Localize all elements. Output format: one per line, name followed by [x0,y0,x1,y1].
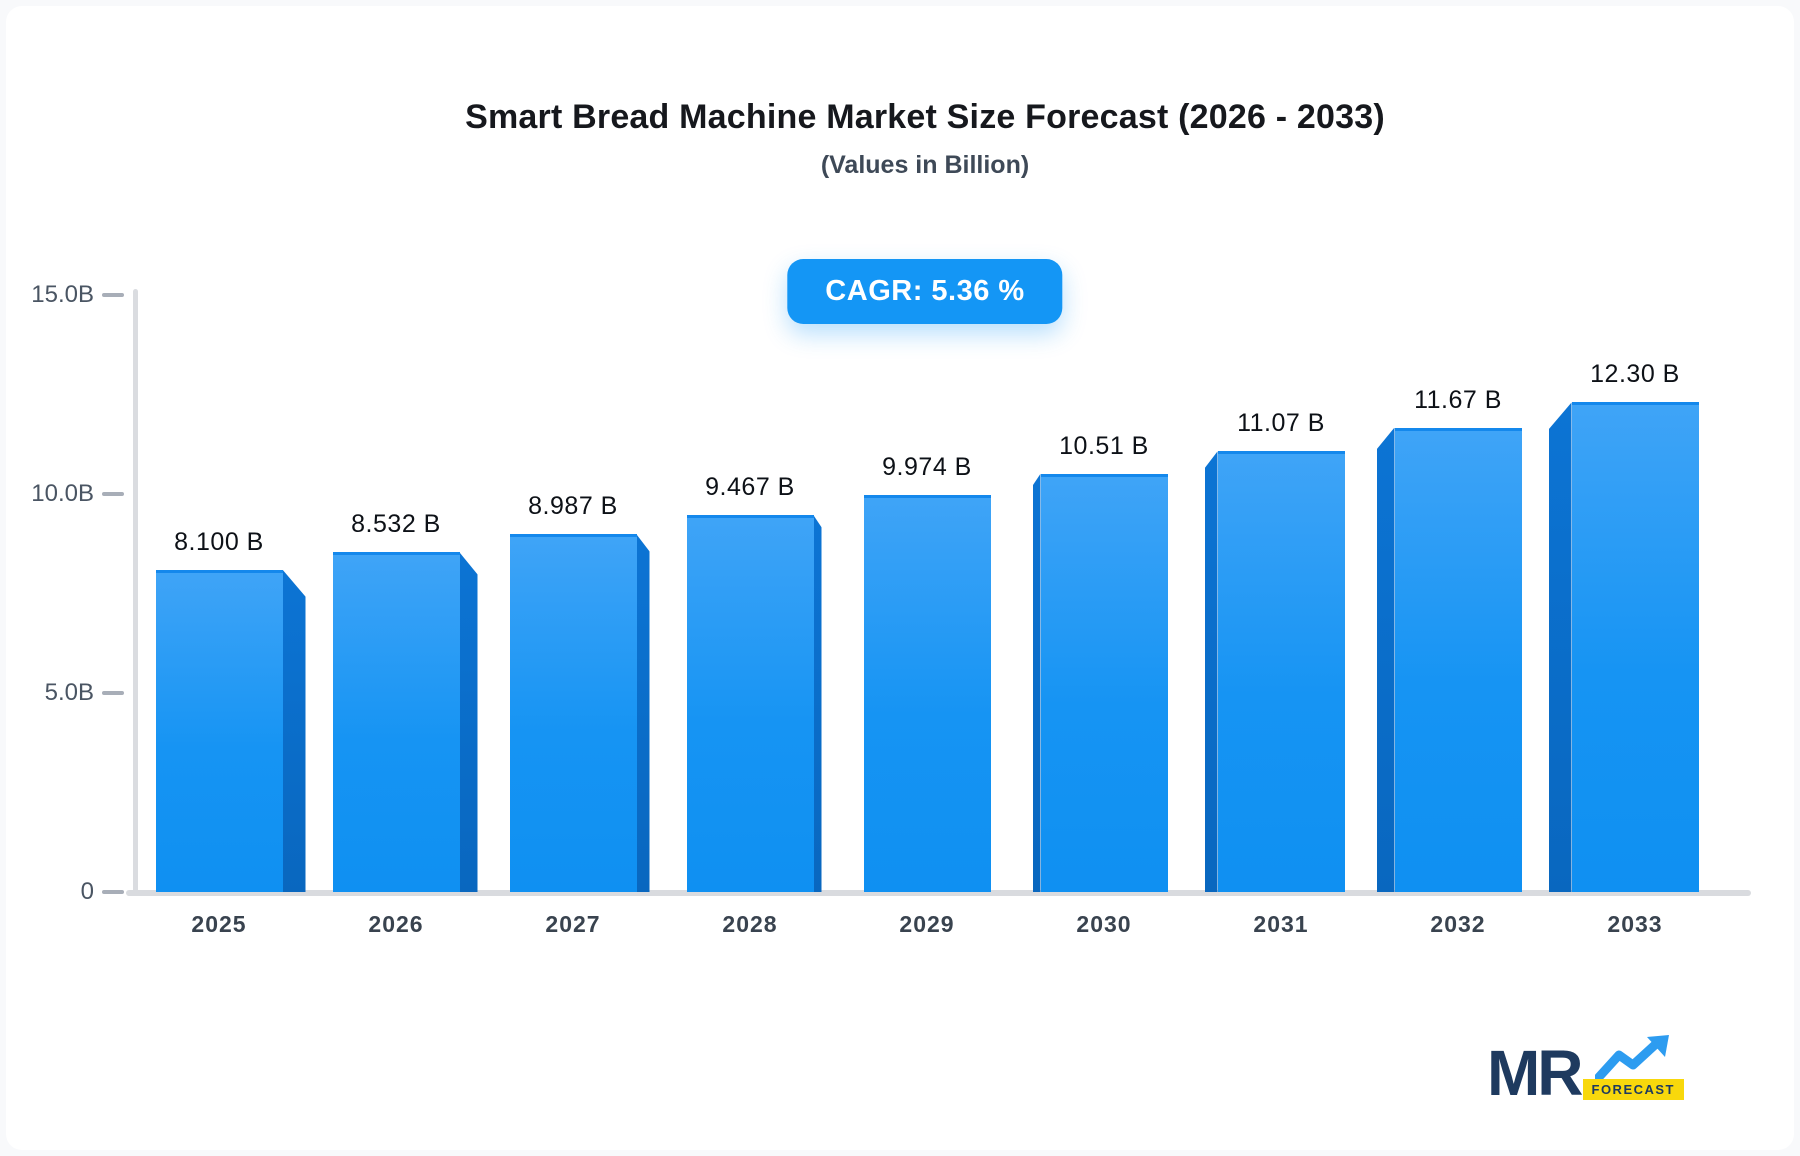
bar-2025 [155,569,283,892]
bar-side-face [1548,402,1572,892]
bar-2030 [1040,473,1168,892]
y-tick-mark [102,691,124,695]
cagr-badge: CAGR: 5.36 % [787,259,1063,324]
bar-value-label: 8.532 B [351,510,441,539]
x-category-label: 2028 [722,911,778,937]
x-category-label: 2030 [1076,911,1132,937]
logo-forecast-text: FORECAST [1582,1079,1684,1100]
bar-side-face [636,534,650,892]
x-category-label: 2026 [368,911,424,937]
y-tick-mark [102,492,124,496]
x-category-label: 2031 [1253,911,1309,937]
bar-value-label: 8.100 B [174,527,264,556]
bar-2027 [509,534,637,892]
bar-side-face [1032,473,1041,892]
y-tick-label: 15.0B [31,281,94,308]
chart-card: Smart Bread Machine Market Size Forecast… [6,6,1794,1150]
y-tick-label: 0 [80,878,94,905]
y-tick-label: 5.0B [44,679,94,706]
bar-2032 [1394,427,1522,892]
logo-mr-text: MR [1486,1036,1584,1109]
y-tick-mark [102,293,124,297]
bar-value-label: 9.467 B [705,473,795,502]
bar-2028 [686,515,814,892]
bar-2033 [1571,402,1699,892]
bar-2026 [332,552,460,892]
y-tick-mark [102,890,124,894]
y-tick-label: 10.0B [31,480,94,507]
bar-side-face [459,552,478,892]
bar-side-face [282,569,306,892]
chart-subtitle: (Values in Billion) [820,151,1030,179]
chart-header: Smart Bread Machine Market Size Forecast… [6,98,1794,180]
bar-value-label: 8.987 B [528,492,618,521]
bar-2031 [1217,451,1345,892]
x-category-label: 2032 [1430,911,1486,937]
bar-value-label: 11.07 B [1237,409,1325,438]
bar-value-label: 9.974 B [882,453,972,482]
chart-title: Smart Bread Machine Market Size Forecast… [465,98,1385,136]
bar-value-label: 10.51 B [1059,431,1149,460]
trend-arrow-icon [1595,1035,1670,1081]
mr-forecast-logo: MR FORECAST [1486,1035,1684,1109]
y-axis-line [133,289,138,895]
bar-value-label: 12.30 B [1590,360,1680,389]
x-category-label: 2025 [191,911,247,937]
x-category-label: 2033 [1607,911,1663,937]
bar-side-face [1204,451,1218,892]
x-axis-line [126,890,1751,896]
x-category-label: 2027 [545,911,601,937]
bar-side-face [1376,427,1395,892]
bar-value-label: 11.67 B [1414,385,1502,414]
bar-2029 [863,495,991,892]
bar-side-face [813,515,822,892]
x-category-label: 2029 [899,911,955,937]
